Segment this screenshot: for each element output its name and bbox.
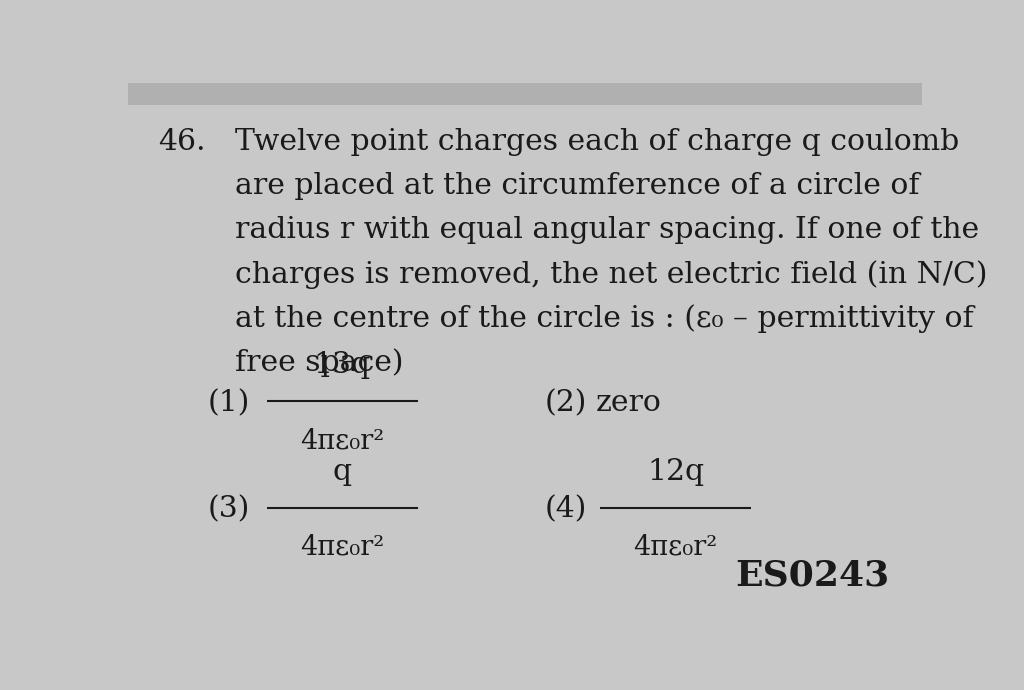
Bar	[128, 83, 922, 105]
Text: 12q: 12q	[647, 457, 705, 486]
Text: (3): (3)	[207, 495, 250, 524]
Text: (1): (1)	[207, 389, 250, 417]
Text: q: q	[333, 457, 352, 486]
Text: charges is removed, the net electric field (in N/C): charges is removed, the net electric fie…	[236, 260, 987, 289]
Text: 46.: 46.	[158, 128, 206, 156]
Text: (2): (2)	[545, 389, 587, 417]
Text: free space): free space)	[236, 348, 403, 377]
Text: at the centre of the circle is : (ε₀ – permittivity of: at the centre of the circle is : (ε₀ – p…	[236, 304, 974, 333]
Text: Twelve point charges each of charge q coulomb: Twelve point charges each of charge q co…	[236, 128, 959, 156]
Text: (4): (4)	[545, 495, 587, 524]
Text: 13q: 13q	[313, 351, 371, 380]
Text: ES0243: ES0243	[735, 559, 890, 593]
Text: 4πε₀r²: 4πε₀r²	[300, 533, 384, 560]
Text: 4πε₀r²: 4πε₀r²	[300, 427, 384, 454]
Text: 4πε₀r²: 4πε₀r²	[634, 533, 718, 560]
Text: radius r with equal angular spacing. If one of the: radius r with equal angular spacing. If …	[236, 216, 979, 244]
Text: are placed at the circumference of a circle of: are placed at the circumference of a cir…	[236, 172, 920, 200]
Text: zero: zero	[596, 389, 663, 417]
